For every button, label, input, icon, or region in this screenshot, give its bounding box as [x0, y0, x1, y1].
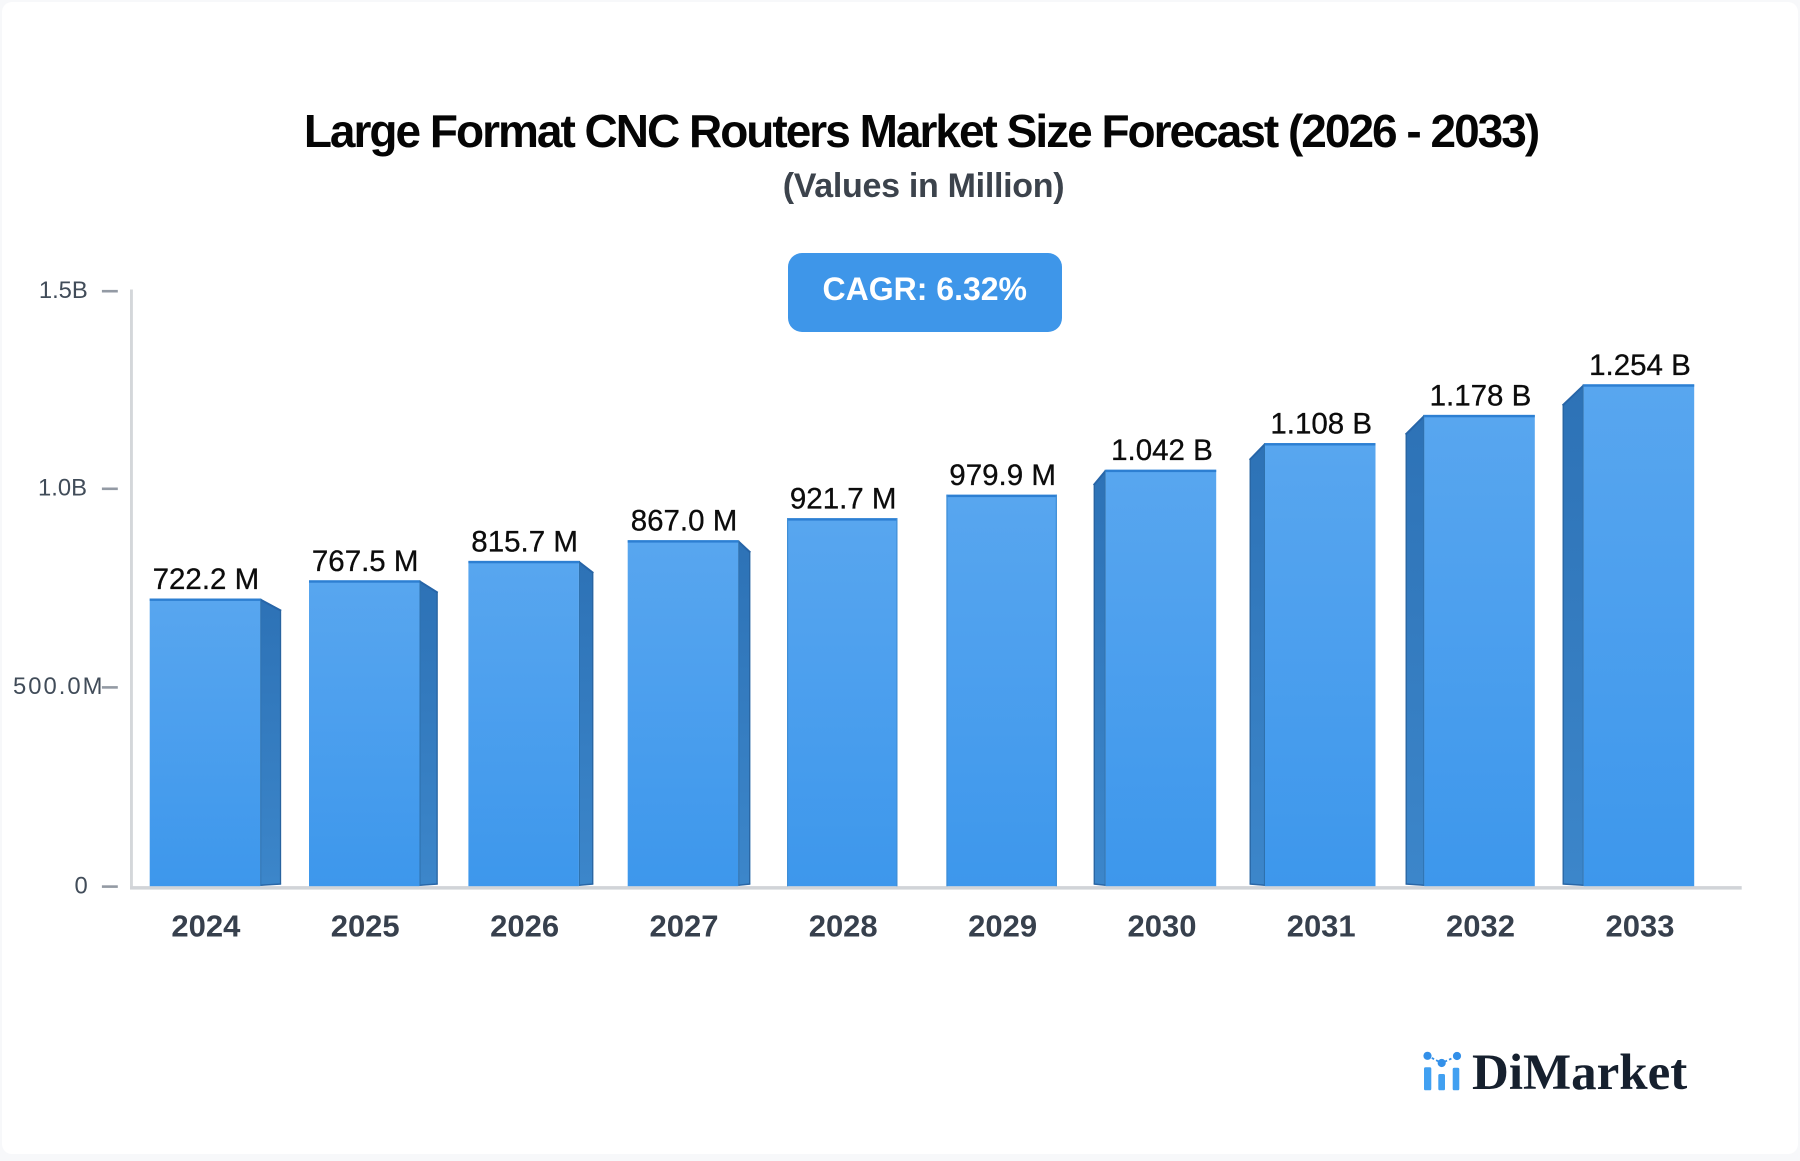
- svg-text:1.0B: 1.0B: [38, 475, 87, 502]
- svg-text:2033: 2033: [1606, 909, 1675, 944]
- svg-text:2031: 2031: [1287, 909, 1356, 944]
- svg-text:2024: 2024: [171, 909, 241, 944]
- svg-text:1.108 B: 1.108 B: [1270, 408, 1372, 441]
- svg-text:979.9 M: 979.9 M: [949, 459, 1056, 492]
- svg-text:1.042 B: 1.042 B: [1111, 434, 1213, 467]
- svg-text:2030: 2030: [1128, 909, 1197, 944]
- svg-text:2029: 2029: [968, 909, 1037, 944]
- svg-text:0: 0: [75, 872, 88, 899]
- svg-text:2028: 2028: [809, 909, 878, 944]
- svg-text:722.2 M: 722.2 M: [153, 563, 260, 596]
- svg-text:2027: 2027: [650, 909, 719, 944]
- svg-text:1.5B: 1.5B: [39, 277, 88, 304]
- svg-text:500.0M: 500.0M: [13, 673, 104, 700]
- svg-text:2032: 2032: [1446, 909, 1515, 944]
- svg-text:815.7 M: 815.7 M: [471, 525, 578, 558]
- svg-text:867.0 M: 867.0 M: [631, 505, 738, 538]
- svg-text:2025: 2025: [331, 909, 400, 944]
- svg-text:DiMarket: DiMarket: [1472, 1046, 1687, 1101]
- svg-text:1.254 B: 1.254 B: [1589, 349, 1691, 382]
- svg-text:767.5 M: 767.5 M: [312, 545, 419, 578]
- svg-text:1.178 B: 1.178 B: [1430, 379, 1532, 412]
- svg-text:2026: 2026: [490, 909, 559, 944]
- svg-text:921.7 M: 921.7 M: [790, 483, 897, 516]
